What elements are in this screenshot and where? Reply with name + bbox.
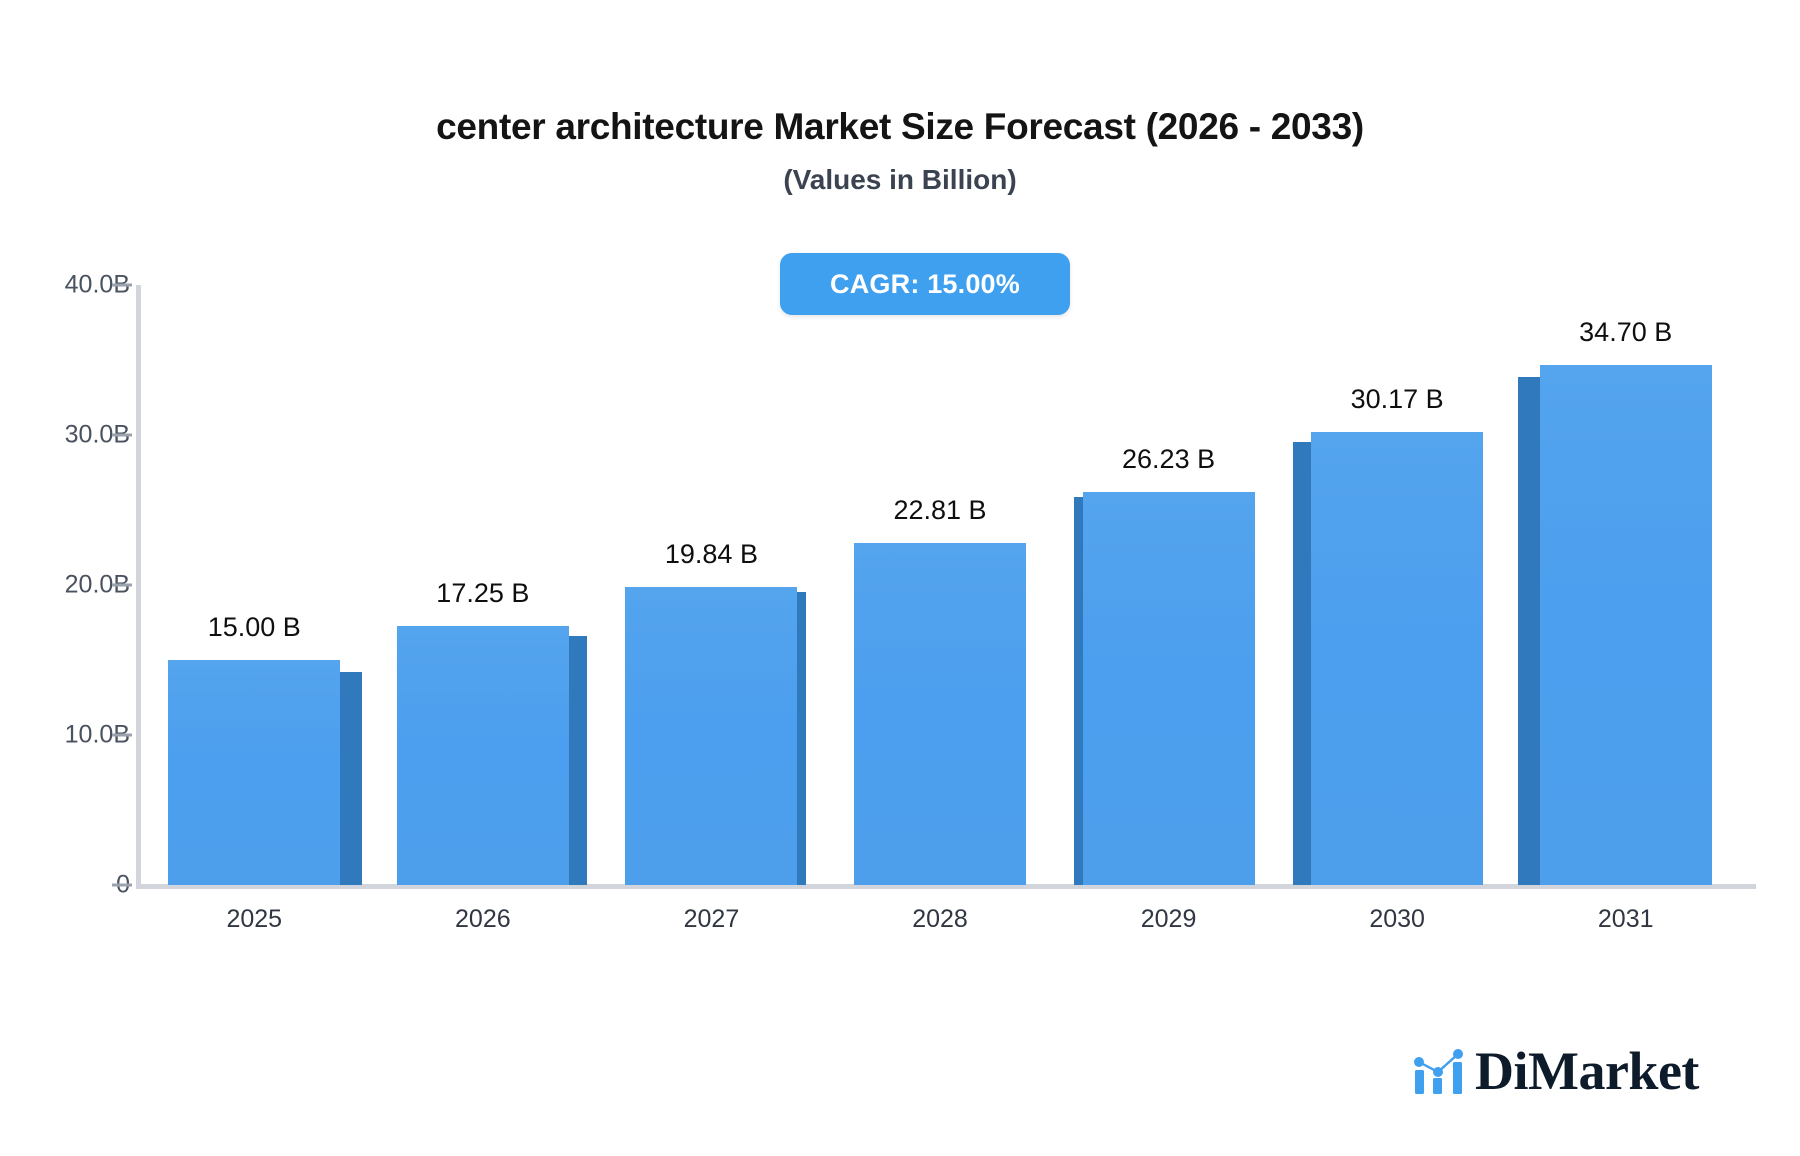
- bar-2031[interactable]: [1517, 364, 1712, 885]
- bar-2028[interactable]: [854, 542, 1026, 885]
- bar-face: [854, 542, 1026, 885]
- bar-top-face: [1293, 423, 1483, 433]
- y-axis-tick-mark: [112, 283, 132, 287]
- bar-top-face: [397, 616, 587, 626]
- bar-2025[interactable]: [168, 660, 363, 885]
- x-axis-tick-label-2030: 2030: [1369, 905, 1425, 933]
- x-axis-tick-label-2028: 2028: [912, 905, 968, 933]
- y-axis-tick-label: 10.0B: [64, 720, 130, 749]
- bar-side-face: [1517, 376, 1540, 885]
- cagr-badge: CAGR: 15.00%: [780, 253, 1070, 315]
- y-axis-tick-mark: [112, 433, 132, 437]
- chart-subtitle: (Values in Billion): [783, 164, 1017, 195]
- x-axis-tick-label-2029: 2029: [1140, 905, 1197, 933]
- bar-side-face: [1073, 496, 1083, 885]
- y-axis-tick-label: 40.0B: [64, 270, 130, 299]
- logo-wordmark: DiMarket: [1475, 1040, 1699, 1101]
- y-axis-tick-mark: [112, 583, 132, 587]
- bar-face: [625, 587, 798, 885]
- bar-2029[interactable]: [1073, 491, 1255, 885]
- bar-value-label: 15.00 B: [207, 612, 301, 642]
- bar-top-face: [1518, 352, 1712, 364]
- bar-face: [1311, 432, 1484, 885]
- x-axis-tick-label-2026: 2026: [455, 905, 511, 933]
- bar-face: [1082, 491, 1255, 885]
- bar-side-face: [340, 672, 363, 885]
- chart-title: center architecture Market Size Forecast…: [436, 106, 1364, 147]
- y-axis-tick-mark: [112, 733, 132, 737]
- bar-value-label: 22.81 B: [893, 494, 987, 525]
- bar-value-label: 26.23 B: [1122, 443, 1216, 474]
- bar-value-label: 34.70 B: [1579, 316, 1673, 347]
- y-axis-line: [136, 285, 141, 886]
- bar-face: [168, 660, 341, 885]
- bar-value-label: 19.84 B: [664, 539, 758, 570]
- y-axis-tick-label: 30.0B: [64, 420, 130, 449]
- bar-value-label: 30.17 B: [1350, 384, 1444, 415]
- y-axis-tick-mark: [112, 883, 132, 887]
- bar-2030[interactable]: [1293, 432, 1484, 885]
- x-axis-line: [136, 884, 1756, 889]
- plot-area: 15.00 B 17.25 B 19.84 B 22.81 B 26.23 B 30.17…: [140, 285, 1740, 885]
- x-axis-tick-label-2031: 2031: [1597, 905, 1654, 933]
- bar-top-face: [1074, 487, 1255, 492]
- y-axis-tick-label: 20.0B: [64, 570, 130, 599]
- bar-side-face: [797, 592, 807, 885]
- x-axis-tick-label-2025: 2025: [226, 905, 283, 933]
- bar-2026[interactable]: [396, 626, 587, 885]
- bar-side-face: [568, 636, 587, 885]
- bar-value-label: 17.25 B: [436, 578, 530, 609]
- bar-face: [396, 626, 569, 885]
- bar-top-face: [168, 648, 362, 660]
- dimarket-logo: DiMarket: [1413, 1040, 1699, 1101]
- bar-face: [1539, 364, 1712, 885]
- bar-2027[interactable]: [625, 587, 807, 885]
- y-axis-tick-label: 0: [0, 871, 130, 900]
- x-axis-tick-label-2027: 2027: [683, 905, 740, 933]
- bar-top-face: [625, 582, 806, 587]
- bar-side-face: [1293, 442, 1312, 885]
- bar-chart-dots-icon: [1413, 1040, 1465, 1101]
